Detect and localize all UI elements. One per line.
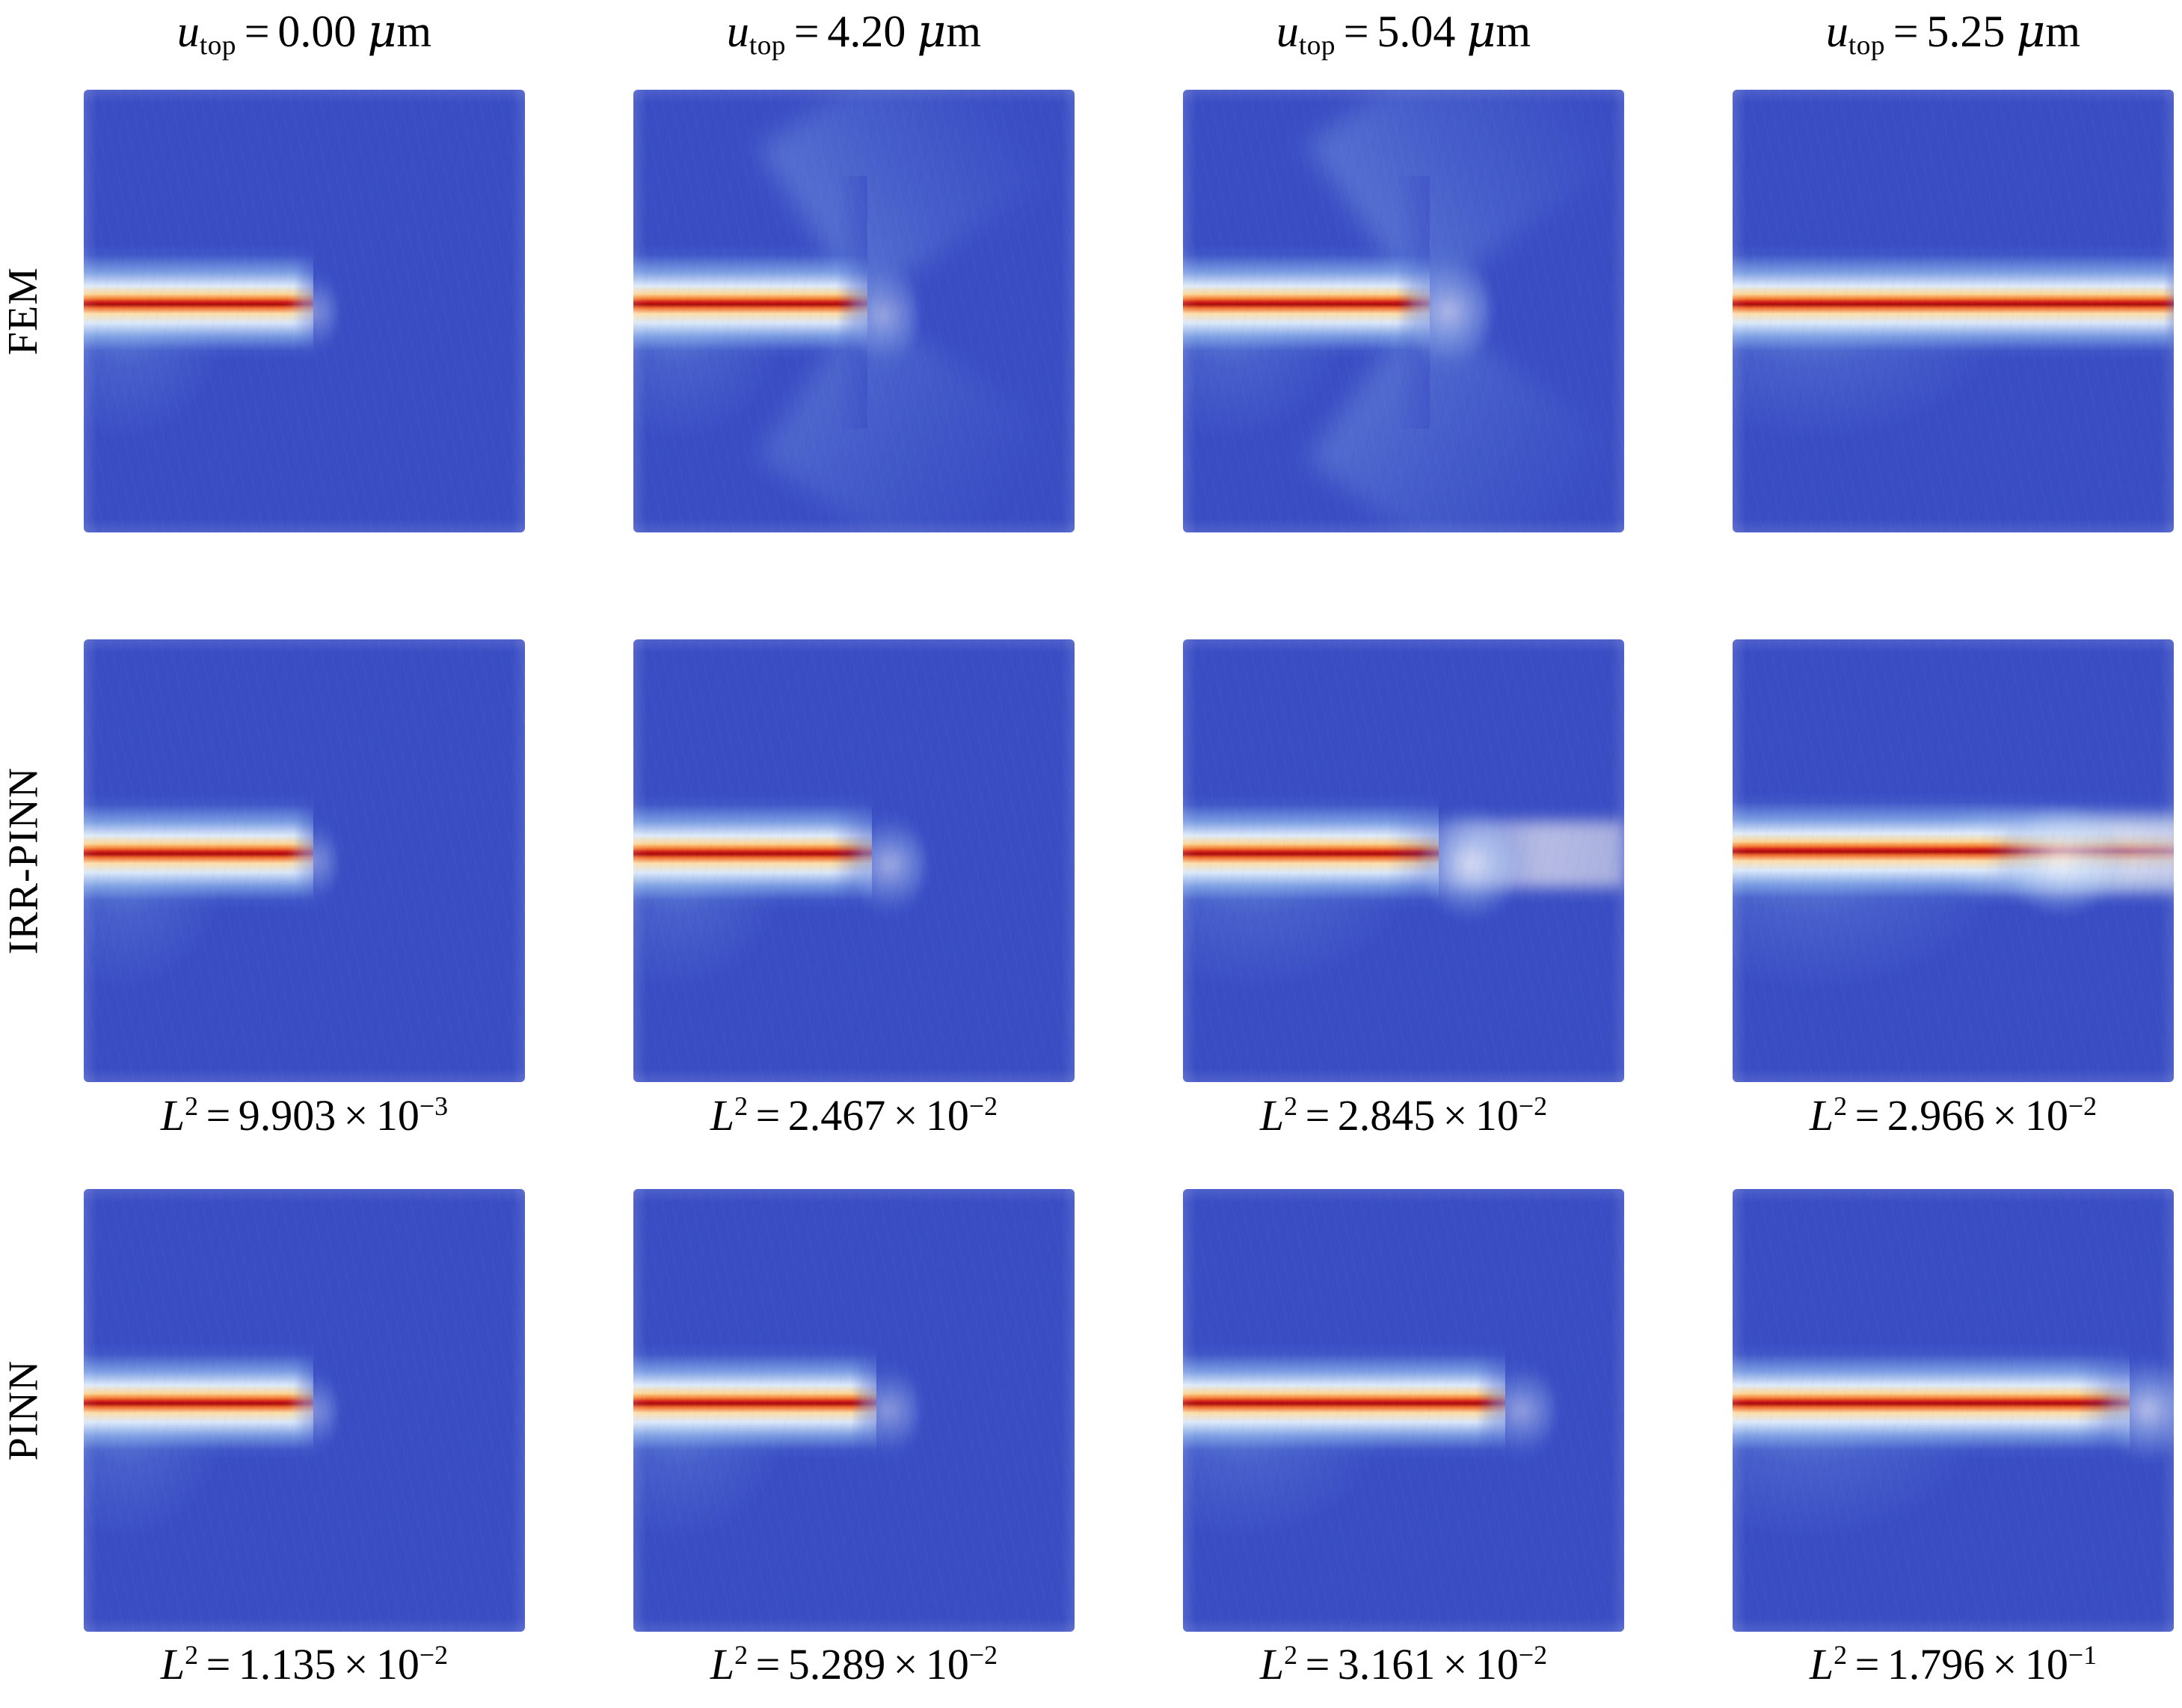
crack-band (633, 1274, 876, 1529)
l2-exponent: −2 (1518, 1640, 1548, 1670)
l2-exponent: −2 (2068, 1091, 2098, 1121)
crack-tip (2077, 1274, 2130, 1529)
l2-exponent: −2 (1518, 1091, 1548, 1121)
l2-exponent: −2 (968, 1091, 998, 1121)
col-title-1-value: 0.00 (277, 7, 357, 56)
l2-mantissa: 1.796 (1887, 1639, 1985, 1689)
row-label-irr-pinn: IRR-PINN (0, 639, 46, 1082)
col-title-1-sub: top (199, 30, 236, 61)
crack-tip (1475, 1274, 1505, 1529)
crack-band (1733, 175, 2174, 429)
row-label-fem: FEM (0, 90, 46, 532)
damage-field (84, 90, 525, 532)
l2-exponent: −2 (419, 1640, 449, 1670)
col-title-4-sub: top (1848, 30, 1885, 61)
crack-tip (293, 175, 313, 429)
l2-exponent: −1 (2068, 1640, 2098, 1670)
col-title-4-value: 5.25 (1926, 7, 2006, 56)
row-label-fem-text: FEM (0, 266, 46, 356)
diffuse-damage-tail (1412, 820, 1624, 888)
crack-band (1183, 725, 1439, 979)
damage-field (1733, 1189, 2174, 1632)
row-label-pinn-text: PINN (0, 1360, 46, 1461)
panel-pinn-step-1[interactable] (84, 1189, 525, 1632)
damage-field (1733, 90, 2174, 532)
col-title-3-value: 5.04 (1377, 7, 1456, 56)
crack-band (1733, 792, 2174, 908)
crack-tip (831, 725, 872, 979)
column-title-3: utop = 5.04 μm (1276, 5, 1531, 61)
panel-irr-pinn-step-4[interactable] (1733, 639, 2174, 1082)
l2-mantissa: 1.135 (238, 1639, 336, 1689)
crack-tip (1395, 175, 1430, 429)
panel-irr-pinn-step-2[interactable] (633, 639, 1075, 1082)
col-title-3-sub: top (1298, 30, 1336, 61)
crack-tip (850, 1274, 876, 1529)
crack-band (1183, 1274, 1505, 1529)
crack-band (633, 175, 867, 429)
l2-caption-irr-pinn-4: L2 = 2.966 × 10−2 (1809, 1090, 2098, 1140)
damage-field (1733, 639, 2174, 1082)
l2-exponent: −2 (968, 1640, 998, 1670)
l2-caption-irr-pinn-3: L2 = 2.845 × 10−2 (1259, 1090, 1548, 1140)
crack-band (1183, 175, 1430, 429)
l2-caption-irr-pinn-2: L2 = 2.467 × 10−2 (710, 1090, 998, 1140)
column-title-4: utop = 5.25 μm (1825, 5, 2081, 61)
panel-fem-step-2[interactable] (633, 90, 1075, 532)
damage-field (1183, 90, 1624, 532)
l2-caption-pinn-1: L2 = 1.135 × 10−2 (160, 1639, 449, 1689)
l2-mantissa: 9.903 (238, 1090, 336, 1140)
l2-mantissa: 2.467 (787, 1090, 886, 1140)
l2-caption-irr-pinn-1: L2 = 9.903 × 10−3 (160, 1090, 449, 1140)
l2-mantissa: 2.966 (1887, 1090, 1985, 1140)
damage-field (633, 639, 1075, 1082)
panel-irr-pinn-step-1[interactable] (84, 639, 525, 1082)
col-title-2-value: 4.20 (827, 7, 906, 56)
col-title-2-sub: top (749, 30, 786, 61)
panel-pinn-step-3[interactable] (1183, 1189, 1624, 1632)
crack-band (633, 725, 872, 979)
crack-band (1733, 1274, 2130, 1529)
damage-field (633, 1189, 1075, 1632)
column-title-1: utop = 0.00 μm (176, 5, 432, 61)
damage-field (1183, 639, 1624, 1082)
panel-pinn-step-2[interactable] (633, 1189, 1075, 1632)
crack-tip (293, 725, 313, 979)
l2-caption-pinn-2: L2 = 5.289 × 10−2 (710, 1639, 998, 1689)
panel-fem-step-1[interactable] (84, 90, 525, 532)
crack-tip (835, 175, 867, 429)
l2-mantissa: 5.289 (787, 1639, 886, 1689)
damage-field (1183, 1189, 1624, 1632)
row-label-irr-pinn-text: IRR-PINN (0, 767, 46, 955)
l2-caption-pinn-4: L2 = 1.796 × 10−1 (1809, 1639, 2098, 1689)
row-label-pinn: PINN (0, 1189, 46, 1632)
l2-caption-pinn-3: L2 = 3.161 × 10−2 (1259, 1639, 1548, 1689)
l2-mantissa: 3.161 (1337, 1639, 1436, 1689)
column-title-2: utop = 4.20 μm (726, 5, 982, 61)
panel-irr-pinn-step-3[interactable] (1183, 639, 1624, 1082)
crack-tip (1386, 725, 1439, 979)
damage-field (633, 90, 1075, 532)
l2-mantissa: 2.845 (1337, 1090, 1436, 1140)
panel-fem-step-3[interactable] (1183, 90, 1624, 532)
crack-band (84, 725, 313, 979)
crack-band (84, 175, 313, 429)
damage-field (84, 639, 525, 1082)
panel-pinn-step-4[interactable] (1733, 1189, 2174, 1632)
crack-band (84, 1274, 313, 1529)
crack-tip (293, 1274, 313, 1529)
l2-exponent: −3 (419, 1091, 449, 1121)
damage-field (84, 1189, 525, 1632)
panel-fem-step-4[interactable] (1733, 90, 2174, 532)
crack-tip (2163, 175, 2174, 429)
